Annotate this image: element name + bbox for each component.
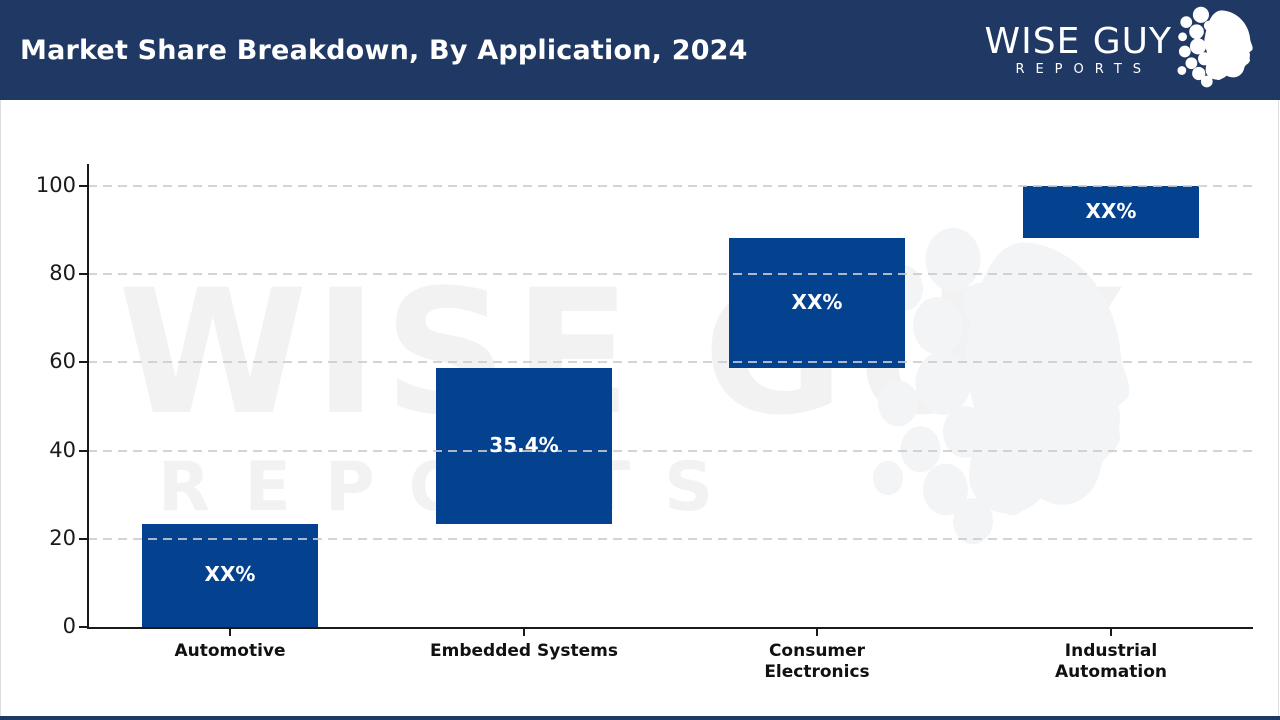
gridline (88, 273, 1253, 276)
bar-value-label: XX% (791, 289, 843, 314)
y-tick-label: 20 (49, 525, 76, 550)
x-axis-label: Industrial Automation (1055, 641, 1167, 682)
x-tick-mark (229, 627, 231, 636)
y-tick-mark (79, 185, 87, 187)
page-title: Market Share Breakdown, By Application, … (20, 34, 748, 66)
y-tick-label: 100 (35, 173, 76, 197)
x-tick-mark (1110, 627, 1112, 636)
y-tick-label: 80 (49, 261, 76, 286)
watermark-wordmark: WISE GUY (118, 252, 1127, 453)
bar-value-label: 35.4% (489, 432, 559, 457)
header: Market Share Breakdown, By Application, … (0, 0, 1280, 100)
watermark-head-icon (873, 227, 1130, 545)
bar-value-label: XX% (204, 562, 256, 587)
gridline (88, 185, 1253, 187)
left-border (0, 100, 1, 720)
watermark: WISE GUY REPORTS (118, 252, 1127, 524)
logo-subtext: REPORTS (1015, 61, 1153, 77)
gridline (88, 537, 1253, 540)
bar-value-label: XX% (1085, 199, 1137, 224)
y-tick-mark (79, 361, 87, 364)
gridline (88, 361, 1253, 364)
brand-logo: WISE GUY REPORTS (985, 6, 1267, 94)
x-axis-label: Consumer Electronics (764, 641, 870, 682)
y-tick-mark (79, 537, 87, 540)
gridline (88, 449, 1253, 452)
footer-strip (0, 716, 1280, 720)
y-axis (87, 164, 89, 629)
right-border (1278, 100, 1279, 720)
watermark-subtext: REPORTS (158, 452, 1126, 524)
bar (142, 523, 318, 627)
y-tick-label: 60 (49, 349, 76, 374)
x-axis-label: Embedded Systems (430, 641, 618, 661)
bar (436, 367, 612, 524)
y-tick-mark (79, 273, 87, 276)
y-tick-label: 40 (49, 437, 76, 462)
y-tick-label: 0 (62, 614, 76, 638)
x-tick-mark (816, 627, 818, 636)
logo-wordmark: WISE GUY (984, 20, 1172, 62)
x-axis (87, 627, 1253, 629)
y-tick-mark (79, 626, 87, 628)
x-axis-label: Automotive (174, 641, 286, 661)
y-tick-mark (79, 449, 87, 452)
x-tick-mark (523, 627, 525, 636)
